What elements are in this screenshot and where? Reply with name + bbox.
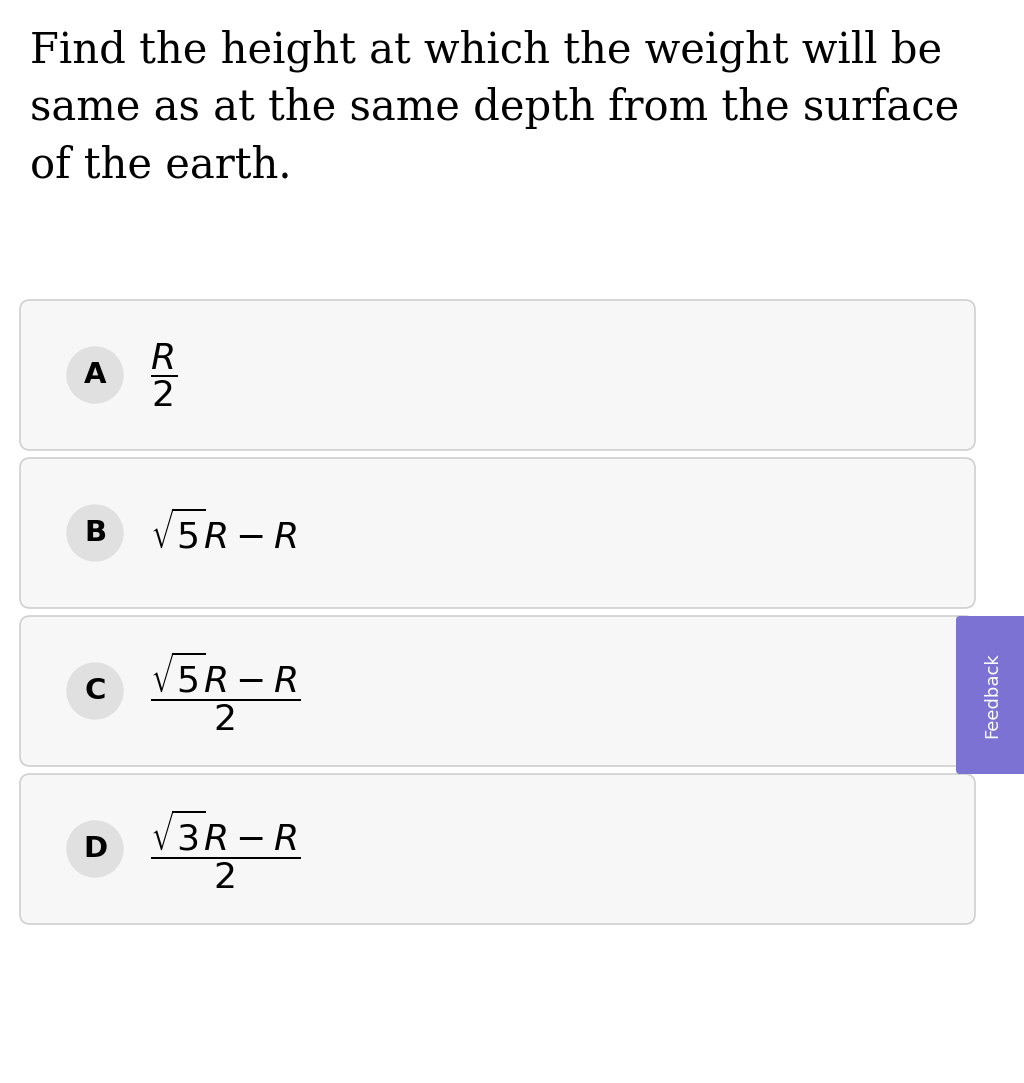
- Text: $\dfrac{R}{2}$: $\dfrac{R}{2}$: [150, 341, 177, 408]
- Text: A: A: [84, 361, 106, 389]
- FancyBboxPatch shape: [20, 458, 975, 608]
- Circle shape: [67, 347, 123, 403]
- Circle shape: [67, 663, 123, 719]
- Text: $\dfrac{\sqrt{3}R - R}{2}$: $\dfrac{\sqrt{3}R - R}{2}$: [150, 807, 300, 890]
- Circle shape: [67, 821, 123, 877]
- Circle shape: [67, 505, 123, 561]
- Text: Find the height at which the weight will be
same as at the same depth from the s: Find the height at which the weight will…: [30, 30, 959, 186]
- Text: $\sqrt{5}R - R$: $\sqrt{5}R - R$: [150, 510, 297, 556]
- FancyBboxPatch shape: [20, 616, 975, 766]
- Text: Feedback: Feedback: [983, 652, 1001, 738]
- Text: C: C: [84, 677, 105, 705]
- Text: $\dfrac{\sqrt{5}R - R}{2}$: $\dfrac{\sqrt{5}R - R}{2}$: [150, 650, 300, 733]
- FancyBboxPatch shape: [956, 616, 1024, 774]
- FancyBboxPatch shape: [20, 300, 975, 451]
- Text: D: D: [83, 835, 108, 863]
- FancyBboxPatch shape: [20, 774, 975, 924]
- Text: B: B: [84, 519, 106, 547]
